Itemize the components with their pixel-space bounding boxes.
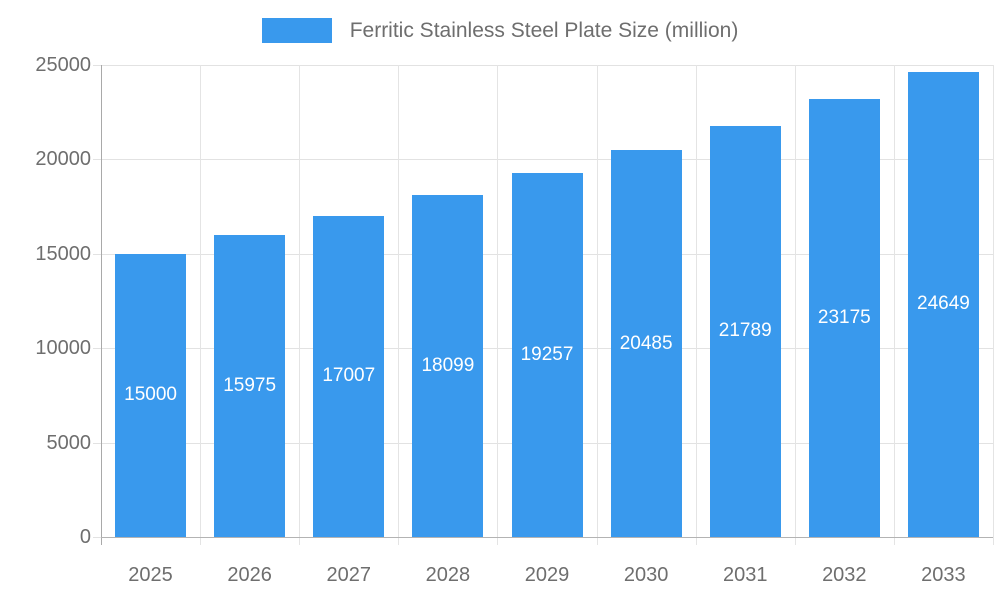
gridline-h <box>93 65 993 66</box>
bar-2027[interactable] <box>313 215 385 537</box>
x-axis-label: 2027 <box>326 564 372 586</box>
x-axis-label: 2033 <box>921 564 966 586</box>
bar-2025[interactable] <box>115 253 187 537</box>
legend-label: Ferritic Stainless Steel Plate Size (mil… <box>349 19 739 42</box>
gridline-v <box>893 65 895 545</box>
bar-2029[interactable] <box>511 173 583 537</box>
bar-2033[interactable] <box>907 71 979 537</box>
legend-item[interactable]: Ferritic Stainless Steel Plate Size (mil… <box>0 18 1000 43</box>
x-axis-label: 2028 <box>425 564 471 586</box>
y-axis-tick-label: 15000 <box>35 242 91 265</box>
x-axis-label: 2029 <box>524 564 570 586</box>
gridline-v <box>596 65 598 545</box>
y-axis-tick-label: 25000 <box>35 54 91 76</box>
y-axis-tick-label: 20000 <box>35 148 91 171</box>
y-axis-tick-label: 10000 <box>35 337 91 360</box>
gridline-h <box>93 159 993 161</box>
gridline-v <box>695 65 697 545</box>
y-axis-tick-label: 0 <box>79 526 91 548</box>
x-axis-label: 2030 <box>623 564 669 586</box>
y-axis-tick-label: 5000 <box>46 431 92 454</box>
gridline-v <box>398 65 400 545</box>
y-axis-line <box>101 65 102 545</box>
gridline-v <box>993 65 994 545</box>
gridline-v <box>794 65 796 545</box>
x-axis-label: 2032 <box>822 564 867 586</box>
x-axis-line <box>101 537 993 538</box>
legend-swatch-icon <box>261 18 332 43</box>
bar-2030[interactable] <box>610 150 682 537</box>
bar-2026[interactable] <box>214 235 286 537</box>
bar-2028[interactable] <box>412 195 484 537</box>
x-axis-label: 2026 <box>227 564 272 586</box>
bar-2032[interactable] <box>808 99 880 537</box>
gridline-v <box>497 65 499 545</box>
bar-2031[interactable] <box>709 125 781 537</box>
gridline-v <box>299 65 301 545</box>
x-axis-label: 2025 <box>128 564 173 586</box>
gridline-v <box>200 65 202 545</box>
x-axis-label: 2031 <box>722 564 768 586</box>
